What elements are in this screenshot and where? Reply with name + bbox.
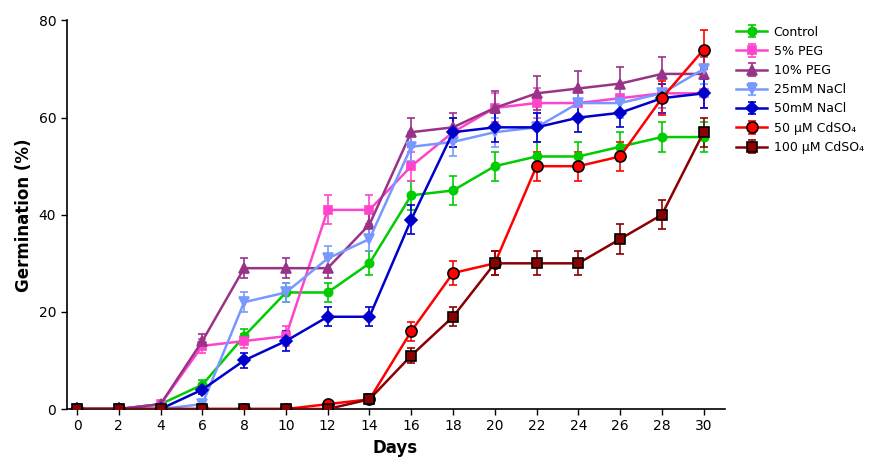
X-axis label: Days: Days: [373, 439, 418, 457]
Legend: Control, 5% PEG, 10% PEG, 25mM NaCl, 50mM NaCl, 50 μM CdSO₄, 100 μM CdSO₄: Control, 5% PEG, 10% PEG, 25mM NaCl, 50m…: [731, 20, 869, 159]
Y-axis label: Germination (%): Germination (%): [15, 138, 33, 292]
